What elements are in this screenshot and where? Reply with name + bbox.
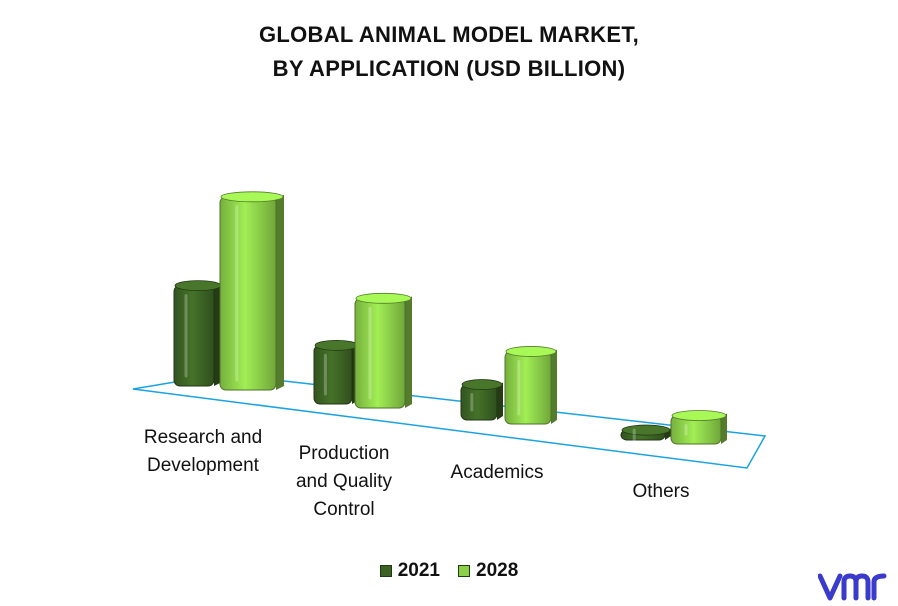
category-label-line: Production [298,443,390,464]
bar-top-2021-1 [314,339,359,351]
category-label-line: Academics [450,462,544,483]
category-label-line: Control [313,499,375,520]
category-label-line: Research and [143,427,263,448]
bar-top-2028-0 [220,191,284,203]
chart-title-line2: BY APPLICATION (USD BILLION) [272,56,626,81]
bar-side-2028-2 [551,349,557,424]
bar-top-2021-2 [461,379,503,390]
legend-item-2021: 2021 [379,560,440,582]
legend-swatch-2028 [458,565,470,577]
legend-item-2028: 2028 [458,560,518,582]
bar-2021-1 [313,344,353,405]
category-label-3: Others [581,478,741,506]
legend-label-2028: 2028 [476,560,519,581]
bar-2028-2 [504,350,552,425]
bar-top-2028-3 [671,410,727,421]
bar-side-2021-2 [497,382,503,420]
bar-side-2028-1 [405,296,412,408]
legend-swatch-2021 [379,565,392,577]
category-label-1: Production and Quality Control [264,440,424,524]
bar-2028-0 [219,196,277,391]
bar-2028-1 [354,297,406,409]
chart-legend: 2021 2028 [0,560,898,582]
chart-title: GLOBAL ANIMAL MODEL MARKET, BY APPLICATI… [0,18,898,86]
bar-top-2021-3 [621,424,671,436]
vmr-logo [818,573,887,601]
bar-top-2028-1 [355,292,412,304]
bar-side-2028-3 [721,413,727,444]
bar-side-2028-0 [276,194,284,390]
category-label-0: Research and Development [123,424,283,480]
category-label-2: Academics [417,459,577,487]
bar-2021-0 [173,285,215,387]
chart-title-line1: GLOBAL ANIMAL MODEL MARKET, [258,22,640,47]
category-label-line: and Quality [295,471,393,492]
bar-top-2021-0 [174,280,222,292]
legend-label-2021: 2021 [397,560,440,581]
category-label-line: Development [147,455,259,476]
bar-top-2028-2 [505,346,557,357]
category-label-line: Others [632,481,690,502]
